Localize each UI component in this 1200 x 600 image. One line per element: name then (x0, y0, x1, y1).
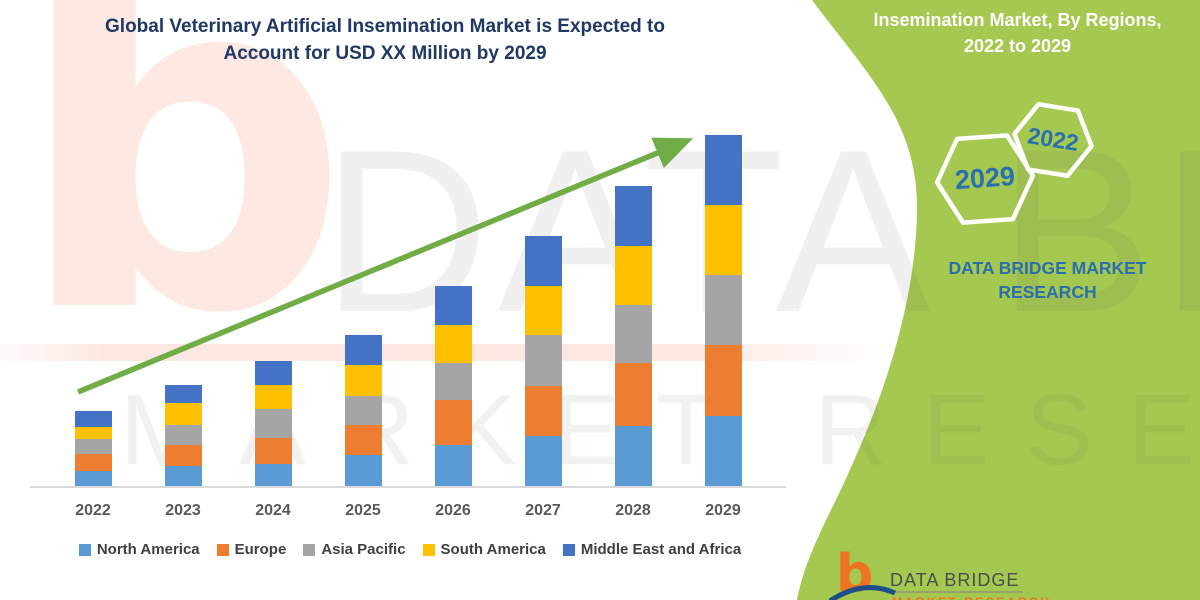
footer-logo-b-icon: b (836, 544, 874, 600)
legend-item-europe: Europe (216, 541, 287, 558)
legend-label: South America (440, 541, 546, 558)
legend-swatch-icon (562, 543, 575, 556)
legend-item-asia-pacific: Asia Pacific (303, 541, 406, 558)
bar-segment-north-america (164, 466, 202, 486)
x-axis-label-2023: 2023 (165, 502, 201, 519)
bar-segment-europe (344, 425, 382, 455)
x-axis-label-2022: 2022 (75, 502, 111, 519)
x-axis-label-2024: 2024 (255, 502, 291, 519)
bar-segment-north-america (254, 464, 292, 486)
bar-segment-north-america (704, 416, 742, 486)
x-axis-label-2029: 2029 (705, 502, 741, 519)
legend-item-south-america: South America (422, 541, 546, 558)
legend-label: North America (96, 541, 200, 558)
panel-heading: Insemination Market, By Regions, 2022 to… (845, 7, 1190, 59)
hexagon-2022: 2022 (1012, 102, 1094, 178)
legend-label: Asia Pacific (321, 541, 406, 558)
legend-swatch-icon (422, 543, 435, 556)
legend-swatch-icon (78, 543, 91, 556)
footer-logo-underline (890, 591, 1023, 593)
hexagon-2029-label: 2029 (954, 161, 1016, 195)
bar-segment-north-america (344, 455, 382, 486)
chart-title: Global Veterinary Artificial Inseminatio… (30, 13, 740, 67)
bar-segment-asia-pacific (344, 396, 382, 425)
hexagon-2029: 2029 (934, 133, 1036, 225)
x-axis-label-2027: 2027 (525, 502, 561, 519)
legend-label: Europe (234, 541, 287, 558)
legend-label: Middle East and Africa (580, 541, 742, 558)
hexagon-2022-label: 2022 (1026, 122, 1081, 156)
bar-segment-asia-pacific (254, 409, 292, 438)
bar-segment-middle-east-and-africa (74, 411, 112, 427)
bar-segment-north-america (74, 471, 112, 486)
bar-segment-europe (164, 445, 202, 466)
chart-title-line1: Global Veterinary Artificial Inseminatio… (105, 16, 665, 37)
panel-heading-line1: Insemination Market, By Regions, (873, 10, 1162, 30)
x-axis-label-2025: 2025 (345, 502, 381, 519)
bar-segment-asia-pacific (704, 275, 742, 345)
bar-segment-asia-pacific (164, 425, 202, 445)
bar-segment-south-america (704, 205, 742, 275)
bar-segment-north-america (524, 436, 562, 486)
panel-brand-line1: DATA BRIDGE MARKET (948, 258, 1147, 278)
chart-title-line2: Account for USD XX Million by 2029 (223, 43, 547, 64)
bar-segment-north-america (614, 426, 652, 486)
legend: North America Europe Asia Pacific South Ame… (30, 541, 790, 558)
bar-segment-north-america (434, 445, 472, 486)
x-axis-label-2028: 2028 (615, 502, 651, 519)
bar-2022 (74, 411, 112, 486)
bar-segment-europe (434, 400, 472, 445)
bar-segment-middle-east-and-africa (704, 135, 742, 205)
bar-segment-europe (74, 454, 112, 471)
panel-heading-line2: 2022 to 2029 (963, 36, 1072, 56)
bar-segment-europe (254, 438, 292, 464)
panel-brand-line2: RESEARCH (998, 282, 1097, 302)
x-axis-line (30, 486, 786, 488)
legend-item-middle-east-and-africa: Middle East and Africa (562, 541, 742, 558)
footer-logo-subtitle: MARKET RESEARCH (892, 595, 1052, 600)
bar-segment-asia-pacific (74, 439, 112, 454)
x-axis-label-2026: 2026 (435, 502, 471, 519)
legend-item-north-america: North America (78, 541, 200, 558)
legend-swatch-icon (216, 543, 229, 556)
panel-brand: DATA BRIDGE MARKET RESEARCH (905, 256, 1190, 304)
footer-logo-name: DATA BRIDGE (890, 570, 1020, 590)
legend-swatch-icon (303, 543, 316, 556)
bar-segment-south-america (164, 403, 202, 425)
bar-segment-south-america (74, 427, 112, 439)
